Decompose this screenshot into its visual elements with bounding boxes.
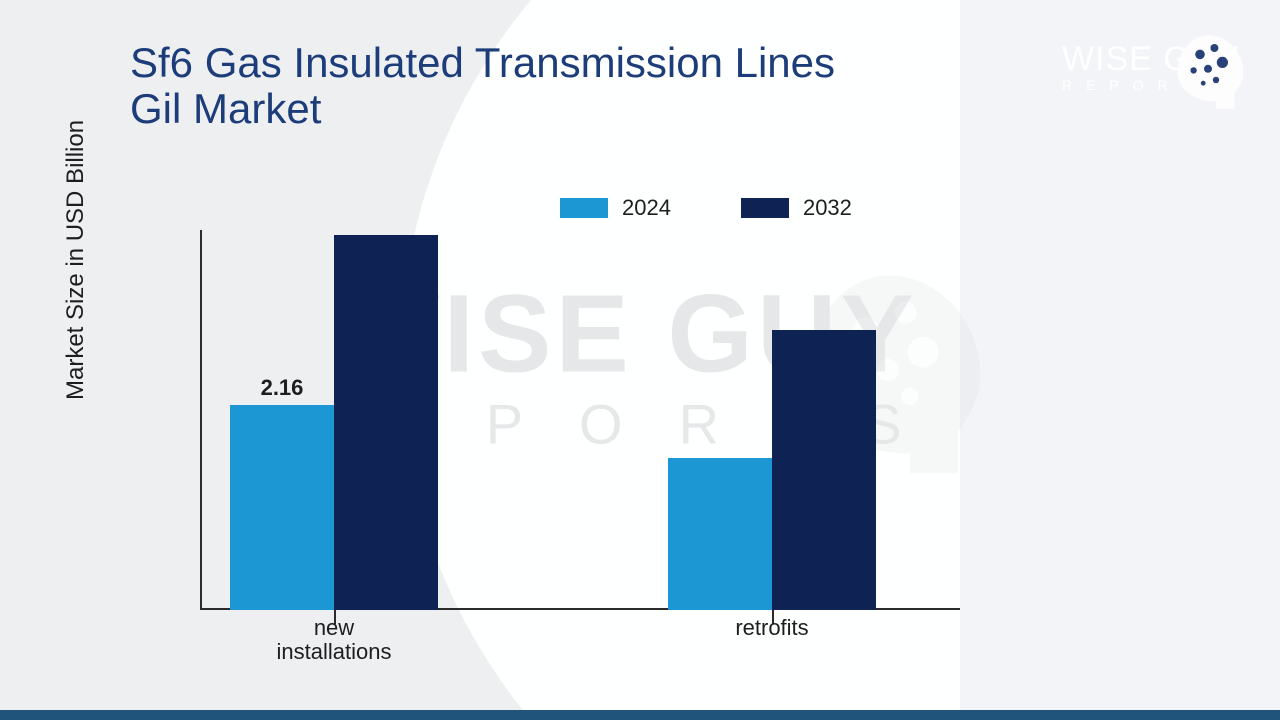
bar-1-0 [668, 458, 772, 610]
legend-label-0: 2024 [622, 195, 671, 221]
footer-bar [0, 710, 1280, 720]
bar-1-1 [772, 330, 876, 610]
canvas: WISE GUY REPORTS Sf6 Gas Insulated Trans… [0, 0, 1280, 720]
brand-head-icon [1168, 32, 1248, 112]
bar-group-1: retrofits [668, 330, 876, 610]
legend-swatch-1 [741, 198, 789, 218]
bar-0-1 [334, 235, 438, 610]
legend-label-1: 2032 [803, 195, 852, 221]
category-label: retrofits [735, 616, 808, 640]
chart-area: 2.16new installations retrofits [160, 230, 960, 630]
category-label: new installations [277, 616, 392, 664]
legend-item-0: 2024 [560, 195, 671, 221]
brand-logo: WISE GUY REPORTS [1062, 40, 1240, 93]
legend-swatch-0 [560, 198, 608, 218]
bar-group-0: 2.16new installations [230, 235, 438, 610]
chart-title: Sf6 Gas Insulated Transmission Lines Gil… [130, 40, 890, 132]
bar-0-0: 2.16 [230, 405, 334, 610]
y-axis [200, 230, 202, 610]
legend: 2024 2032 [560, 195, 852, 221]
y-axis-label: Market Size in USD Billion [62, 120, 90, 400]
legend-item-1: 2032 [741, 195, 852, 221]
bar-value-label: 2.16 [261, 375, 304, 401]
